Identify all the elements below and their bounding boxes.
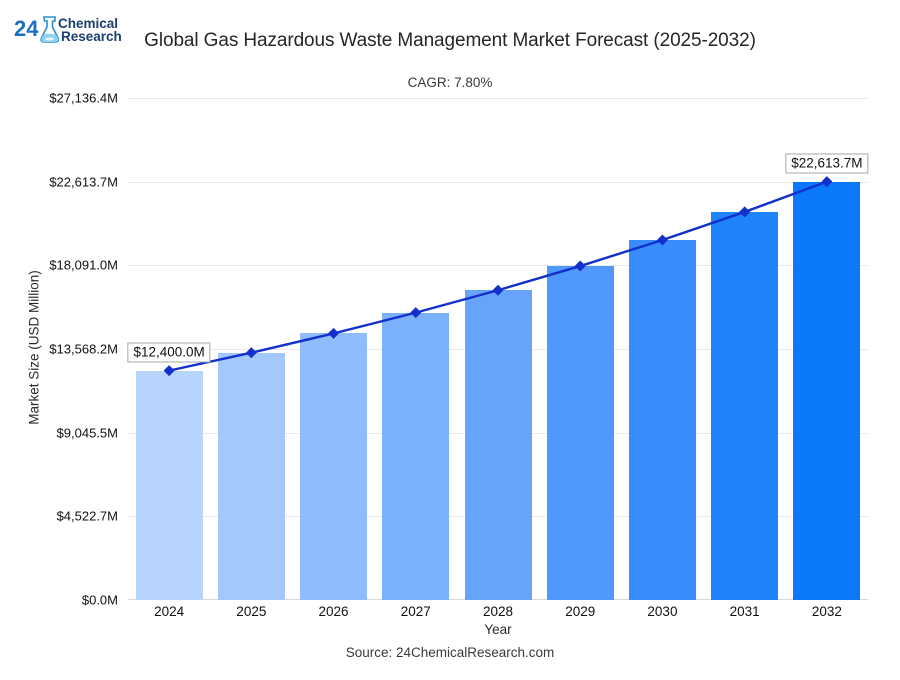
data-point-marker[interactable] bbox=[574, 260, 586, 272]
gridline bbox=[128, 98, 868, 99]
bar-series bbox=[128, 98, 868, 600]
plot-area: $12,400.0M $22,613.7M bbox=[127, 98, 869, 600]
trend-line bbox=[168, 180, 828, 372]
x-axis-title: Year bbox=[484, 622, 512, 637]
gridline bbox=[128, 265, 868, 267]
y-axis-tick-labels: $0.0M $4,522.7M $9,045.5M $13,568.2M $18,091… bbox=[0, 91, 900, 608]
data-point-marker[interactable] bbox=[656, 234, 668, 246]
x-axis-tick-label: 2024 bbox=[154, 604, 185, 619]
data-point-marker[interactable] bbox=[739, 206, 751, 218]
data-point-marker[interactable] bbox=[245, 347, 257, 359]
x-axis-tick-label: 2032 bbox=[811, 604, 842, 619]
logo-line1: Chemical bbox=[58, 16, 118, 31]
x-axis-tick-label: 2030 bbox=[647, 604, 678, 619]
x-axis-tick-label: 2028 bbox=[482, 604, 514, 619]
logo-line2: Research bbox=[61, 29, 122, 44]
y-axis-tick-label: $27,136.4M bbox=[49, 90, 118, 106]
x-axis-tick-label: 2027 bbox=[400, 604, 431, 619]
y-axis-tick-label: $4,522.7M bbox=[56, 508, 118, 524]
gridline bbox=[128, 181, 868, 183]
y-axis-tick-label: $0.0M bbox=[81, 592, 118, 608]
x-axis-tick-label: 2029 bbox=[565, 604, 596, 619]
data-point-marker[interactable] bbox=[163, 365, 175, 377]
y-axis-tick-label: $22,613.7M bbox=[49, 174, 118, 190]
bar[interactable] bbox=[300, 333, 368, 600]
x-axis-tick-label: 2031 bbox=[729, 604, 760, 619]
data-point-marker[interactable] bbox=[410, 307, 422, 319]
bar[interactable] bbox=[546, 266, 614, 600]
y-axis-tick-label: $18,091.0M bbox=[49, 257, 118, 273]
chart-title: Global Gas Hazardous Waste Management Ma… bbox=[144, 30, 756, 51]
bar[interactable] bbox=[711, 211, 779, 600]
bar[interactable] bbox=[628, 240, 696, 600]
bar[interactable] bbox=[793, 181, 861, 600]
data-point-label: $22,613.7M bbox=[785, 153, 869, 174]
chart-subtitle-cagr: CAGR: 7.80% bbox=[407, 75, 493, 90]
x-axis-tick-labels: 2024 2025 2026 2027 2028 2029 2030 2031 2032 bbox=[128, 604, 868, 626]
logo-icon: 24 Chemical Research bbox=[14, 16, 122, 44]
y-axis-tick-label: $9,045.5M bbox=[56, 425, 118, 441]
source-note: Source: 24ChemicalResearch.com bbox=[345, 645, 555, 660]
y-axis-tick-label: $13,568.2M bbox=[49, 341, 118, 357]
bar[interactable] bbox=[135, 370, 203, 600]
bar[interactable] bbox=[464, 290, 532, 600]
x-axis-tick-label: 2026 bbox=[318, 604, 349, 619]
logo-mark-text: 24 bbox=[14, 16, 39, 41]
data-point-marker[interactable] bbox=[492, 284, 504, 296]
data-point-marker[interactable] bbox=[821, 176, 833, 188]
data-point-marker[interactable] bbox=[328, 327, 340, 339]
trend-line-series bbox=[163, 176, 833, 377]
bar[interactable] bbox=[217, 352, 285, 600]
data-point-label: $12,400.0M bbox=[127, 342, 211, 363]
brand-logo: 24 Chemical Research bbox=[14, 12, 124, 52]
bar[interactable] bbox=[382, 312, 450, 600]
x-axis-tick-label: 2025 bbox=[236, 604, 267, 619]
